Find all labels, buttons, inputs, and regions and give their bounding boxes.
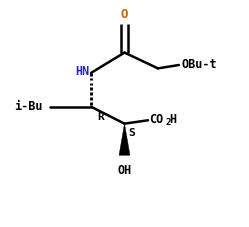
Text: O: O — [121, 8, 128, 21]
Text: 2: 2 — [166, 118, 171, 127]
Text: OH: OH — [117, 164, 132, 177]
Text: OBu-t: OBu-t — [182, 58, 217, 71]
Text: R: R — [97, 112, 104, 122]
Text: CO: CO — [149, 113, 164, 126]
Text: H: H — [169, 113, 176, 126]
Text: i-Bu: i-Bu — [14, 100, 43, 113]
Polygon shape — [119, 124, 130, 155]
Text: S: S — [128, 128, 135, 138]
Text: HN: HN — [76, 65, 90, 78]
